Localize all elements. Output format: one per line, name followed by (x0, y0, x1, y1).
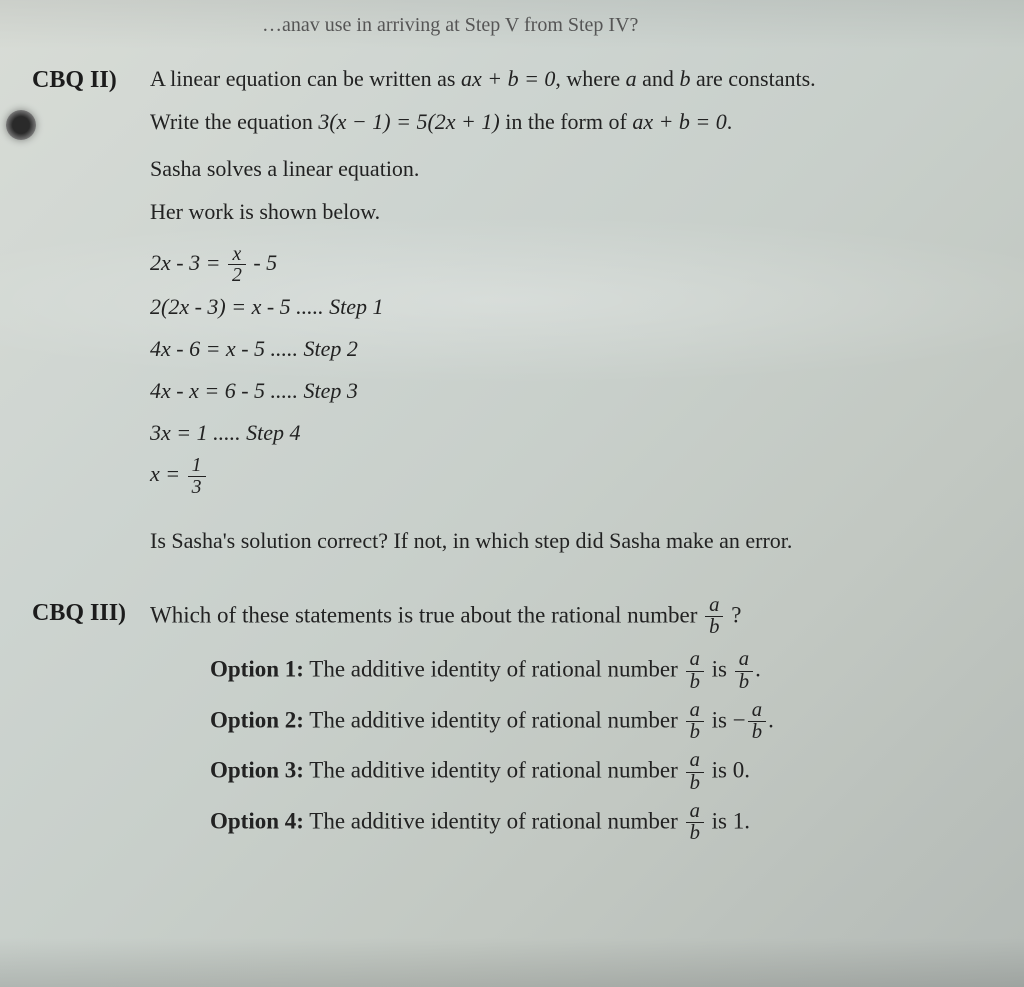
option-4: Option 4: The additive identity of ratio… (210, 801, 1004, 845)
text: A linear equation can be written as (150, 66, 461, 91)
fraction: ab (705, 595, 723, 639)
lhs: x = (150, 461, 186, 486)
work-step-3: 4x - x = 6 - 5 ..... Step 3 (150, 370, 1004, 412)
fraction: ab (686, 700, 704, 744)
sasha-line-2: Her work is shown below. (150, 195, 1004, 228)
text: in the form of (500, 109, 633, 134)
cbq-2-intro-line-1: A linear equation can be written as ax +… (150, 62, 1004, 95)
text: is (706, 808, 733, 833)
work-final: x = 13 (150, 453, 1004, 497)
cbq-2-block: CBQ II) A linear equation can be written… (32, 62, 1004, 587)
option-label: Option 3: (210, 758, 304, 783)
text: ? (725, 602, 741, 627)
option-label: Option 4: (210, 808, 304, 833)
text: is (706, 758, 733, 783)
cbq-3-body: Which of these statements is true about … (150, 595, 1004, 851)
equation: 3(x − 1) = 5(2x + 1) (318, 109, 499, 134)
text: Which of these statements is true about … (150, 602, 703, 627)
cbq-2-prompt: Is Sasha's solution correct? If not, in … (150, 524, 1004, 557)
fraction: ab (686, 801, 704, 845)
cbq-3-label: CBQ III) (32, 595, 150, 631)
option-1: Option 1: The additive identity of ratio… (210, 649, 1004, 693)
denominator: b (705, 617, 723, 639)
text: is (706, 657, 733, 682)
denominator: 2 (228, 265, 246, 286)
cbq-2-label: CBQ II) (32, 62, 150, 98)
text: is (706, 707, 733, 732)
numerator: 1 (188, 455, 206, 477)
fraction: 13 (188, 455, 206, 498)
text: Write the equation (150, 109, 318, 134)
equation: ax + b = 0 (461, 66, 555, 91)
fraction: ab (735, 649, 753, 693)
document-page: …anav use in arriving at Step V from Ste… (0, 0, 1024, 987)
numerator: x (228, 244, 246, 266)
cbq-3-question: Which of these statements is true about … (150, 595, 1004, 639)
value: 0 (733, 758, 745, 783)
worked-solution: 2x - 3 = x2 - 5 2(2x - 3) = x - 5 ..... … (150, 242, 1004, 498)
text: The additive identity of rational number (304, 707, 684, 732)
option-3: Option 3: The additive identity of ratio… (210, 750, 1004, 794)
value: 1 (733, 808, 745, 833)
text: . (744, 808, 750, 833)
work-step-4: 3x = 1 ..... Step 4 (150, 412, 1004, 454)
text: . (727, 109, 733, 134)
cbq-2-intro-line-2: Write the equation 3(x − 1) = 5(2x + 1) … (150, 105, 1004, 138)
denominator: 3 (188, 477, 206, 498)
option-label: Option 1: (210, 657, 304, 682)
cbq-2-body: A linear equation can be written as ax +… (150, 62, 1004, 587)
text: , where (555, 66, 625, 91)
numerator: a (705, 595, 723, 618)
cbq-3-block: CBQ III) Which of these statements is tr… (32, 595, 1004, 851)
variable-b: b (679, 66, 690, 91)
text: . (768, 707, 774, 732)
sasha-line-1: Sasha solves a linear equation. (150, 152, 1004, 185)
rhs: - 5 (248, 250, 277, 275)
variable-a: a (626, 66, 637, 91)
text: are constants. (690, 66, 815, 91)
text: . (744, 758, 750, 783)
text: The additive identity of rational number (304, 758, 684, 783)
lhs: 2x - 3 = (150, 250, 226, 275)
cbq-3-options: Option 1: The additive identity of ratio… (150, 649, 1004, 845)
fraction: x2 (228, 244, 246, 287)
equation: ax + b = 0 (632, 109, 726, 134)
work-step-1: 2(2x - 3) = x - 5 ..... Step 1 (150, 286, 1004, 328)
sign: − (733, 707, 746, 732)
fraction: ab (748, 700, 766, 744)
fraction: ab (686, 649, 704, 693)
work-step-2: 4x - 6 = x - 5 ..... Step 2 (150, 328, 1004, 370)
option-2: Option 2: The additive identity of ratio… (210, 700, 1004, 744)
option-label: Option 2: (210, 707, 304, 732)
text: The additive identity of rational number (304, 657, 684, 682)
text: . (755, 657, 761, 682)
previous-question-fragment: …anav use in arriving at Step V from Ste… (262, 10, 1004, 40)
text: and (637, 66, 680, 91)
fraction: ab (686, 750, 704, 794)
work-eq-original: 2x - 3 = x2 - 5 (150, 242, 1004, 286)
text: The additive identity of rational number (304, 808, 684, 833)
